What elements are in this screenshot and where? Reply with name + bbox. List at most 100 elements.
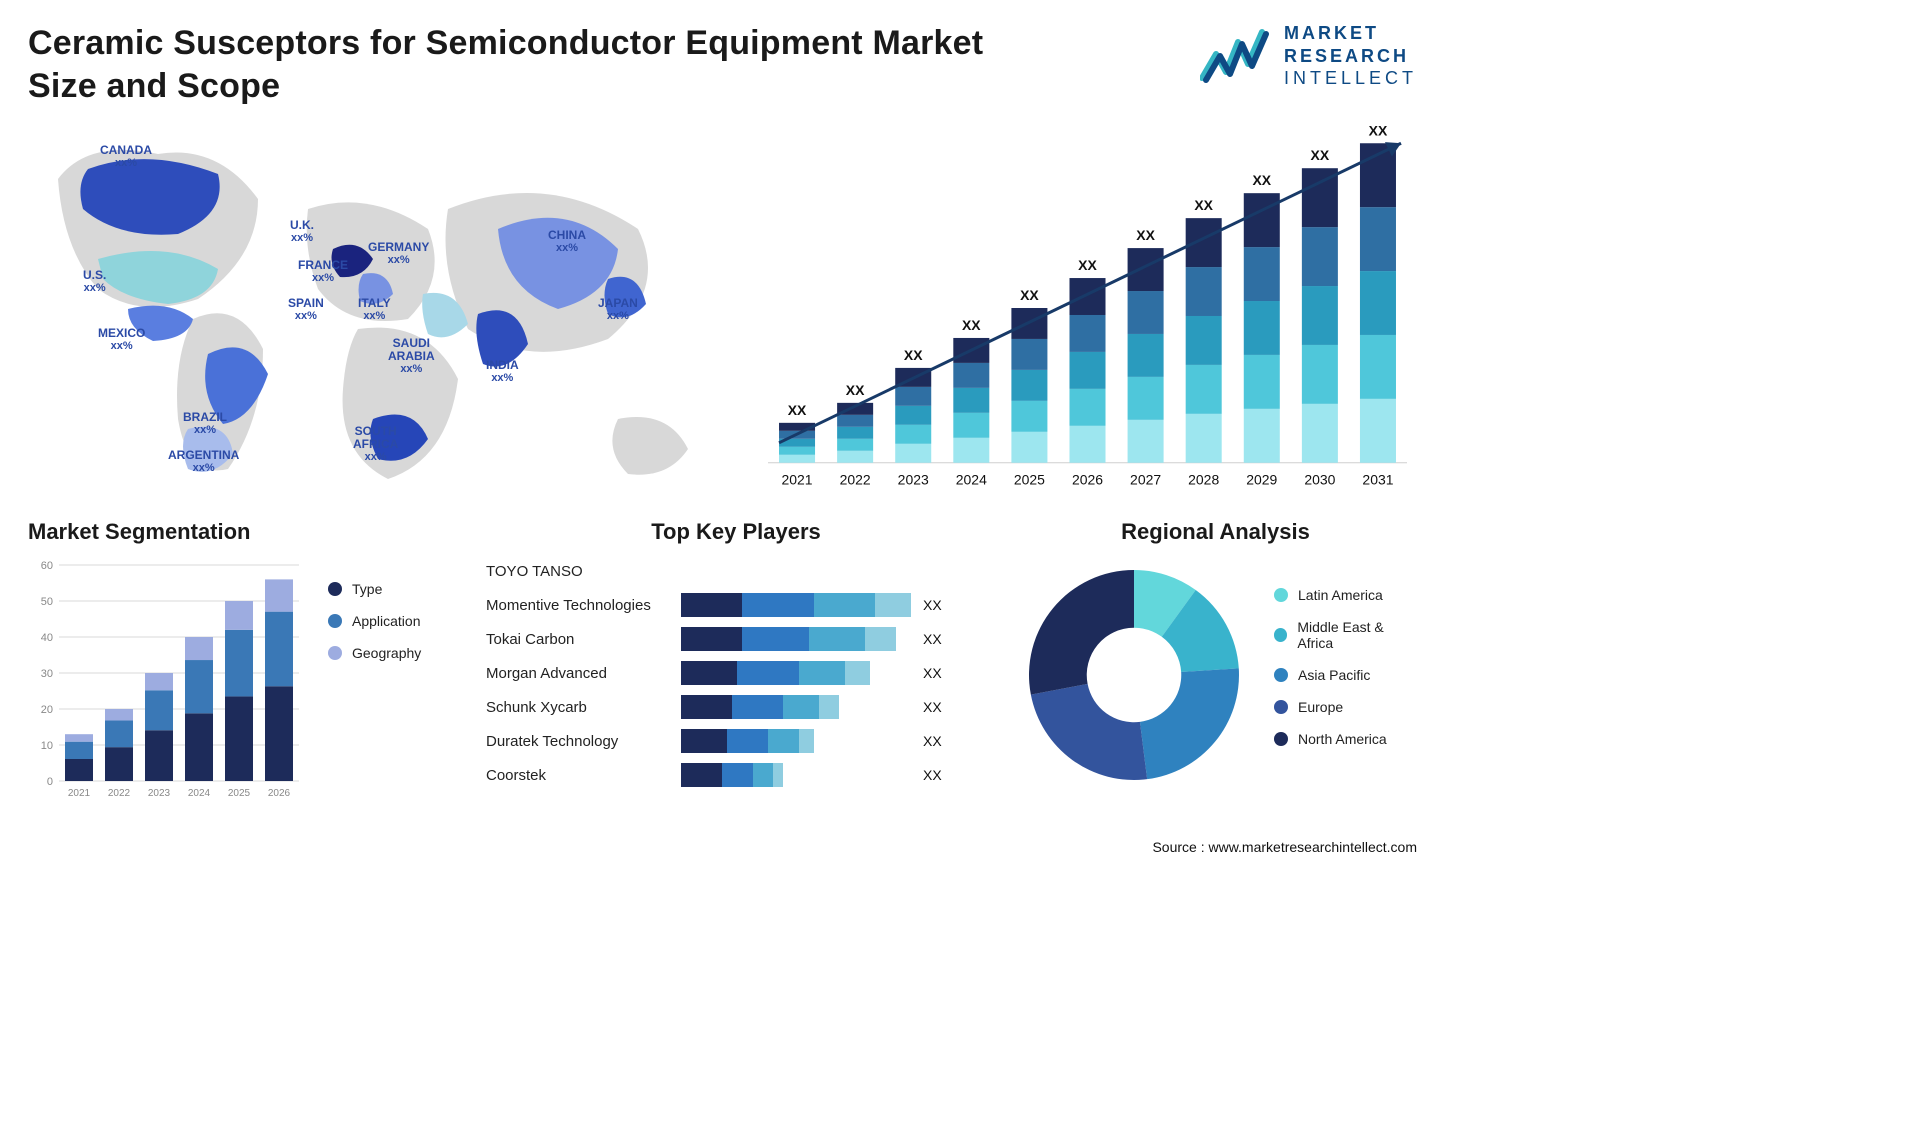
svg-text:2025: 2025 — [1014, 472, 1045, 488]
legend-item: North America — [1274, 731, 1417, 747]
map-label: CHINAxx% — [548, 229, 586, 254]
source-line: Source : www.marketresearchintellect.com — [1152, 839, 1417, 855]
svg-text:2028: 2028 — [1188, 472, 1219, 488]
svg-text:2026: 2026 — [268, 788, 291, 799]
player-row: Schunk Xycarb XX — [486, 691, 986, 723]
player-row: Duratek TechnologyXX — [486, 725, 986, 757]
map-label: FRANCExx% — [298, 259, 348, 284]
legend-label: Europe — [1298, 699, 1343, 715]
player-row: Momentive TechnologiesXX — [486, 589, 986, 621]
regional-title: Regional Analysis — [1014, 519, 1417, 545]
legend-item: Europe — [1274, 699, 1417, 715]
legend-label: Latin America — [1298, 587, 1383, 603]
svg-text:XX: XX — [1020, 287, 1039, 303]
map-label: SOUTHAFRICAxx% — [353, 425, 398, 463]
segmentation-legend: Type Application Geography — [328, 555, 458, 677]
svg-text:2021: 2021 — [68, 788, 91, 799]
player-name: Coorstek — [486, 767, 681, 784]
svg-text:2026: 2026 — [1072, 472, 1103, 488]
forecast-chart-svg: XX2021XX2022XX2023XX2024XX2025XX2026XX20… — [758, 119, 1417, 499]
svg-text:2024: 2024 — [956, 472, 987, 488]
legend-swatch — [1274, 700, 1288, 714]
legend-label: Application — [352, 613, 421, 629]
bottom-row: Market Segmentation 01020304050602021202… — [28, 519, 1417, 805]
world-map: CANADAxx%U.S.xx%MEXICOxx%BRAZILxx%ARGENT… — [28, 119, 728, 499]
svg-text:2029: 2029 — [1246, 472, 1277, 488]
player-name: Momentive Technologies — [486, 597, 681, 614]
player-name: Tokai Carbon — [486, 631, 681, 648]
player-name: TOYO TANSO — [486, 563, 681, 580]
svg-text:XX: XX — [1311, 147, 1330, 163]
legend-item: Middle East & Africa — [1274, 619, 1417, 651]
svg-text:2027: 2027 — [1130, 472, 1161, 488]
brand-text-l2: RESEARCH — [1284, 45, 1417, 68]
map-label: SPAINxx% — [288, 297, 324, 322]
map-label: SAUDIARABIAxx% — [388, 337, 435, 375]
legend-label: Type — [352, 581, 382, 597]
svg-text:50: 50 — [41, 596, 53, 608]
players-list: TOYO TANSOMomentive TechnologiesXXTokai … — [486, 555, 986, 791]
legend-label: Middle East & Africa — [1297, 619, 1417, 651]
legend-label: Asia Pacific — [1298, 667, 1370, 683]
segmentation-chart: 0102030405060202120222023202420252026 — [28, 555, 308, 805]
players-title: Top Key Players — [486, 519, 986, 545]
svg-text:60: 60 — [41, 560, 53, 572]
donut-chart-svg — [1014, 555, 1254, 795]
svg-text:20: 20 — [41, 704, 53, 716]
brand-text-l3: INTELLECT — [1284, 67, 1417, 90]
legend-item: Asia Pacific — [1274, 667, 1417, 683]
legend-label: North America — [1298, 731, 1387, 747]
legend-swatch — [328, 646, 342, 660]
legend-item: Latin America — [1274, 587, 1417, 603]
map-label: BRAZILxx% — [183, 411, 227, 436]
legend-swatch — [328, 582, 342, 596]
player-row: TOYO TANSO — [486, 555, 986, 587]
svg-text:10: 10 — [41, 740, 53, 752]
svg-text:30: 30 — [41, 668, 53, 680]
map-label: ARGENTINAxx% — [168, 449, 239, 474]
legend-item: Type — [328, 581, 458, 597]
svg-text:0: 0 — [47, 776, 53, 788]
legend-swatch — [1274, 732, 1288, 746]
player-bar — [681, 729, 911, 753]
svg-text:2023: 2023 — [898, 472, 929, 488]
svg-text:XX: XX — [904, 347, 923, 363]
svg-text:2031: 2031 — [1362, 472, 1393, 488]
svg-text:2024: 2024 — [188, 788, 211, 799]
svg-text:XX: XX — [1136, 227, 1155, 243]
svg-text:XX: XX — [1194, 197, 1213, 213]
legend-item: Application — [328, 613, 458, 629]
svg-text:2025: 2025 — [228, 788, 251, 799]
top-row: CANADAxx%U.S.xx%MEXICOxx%BRAZILxx%ARGENT… — [28, 119, 1417, 499]
donut-legend: Latin America Middle East & Africa Asia Pa… — [1274, 587, 1417, 763]
player-row: Morgan AdvancedXX — [486, 657, 986, 689]
segmentation-title: Market Segmentation — [28, 519, 458, 545]
legend-swatch — [1274, 628, 1287, 642]
player-value: XX — [923, 767, 942, 783]
player-value: XX — [923, 665, 942, 681]
header: Ceramic Susceptors for Semiconductor Equ… — [28, 22, 1417, 107]
map-label: ITALYxx% — [358, 297, 391, 322]
player-row: Tokai CarbonXX — [486, 623, 986, 655]
legend-label: Geography — [352, 645, 421, 661]
svg-text:2030: 2030 — [1304, 472, 1335, 488]
svg-text:2023: 2023 — [148, 788, 171, 799]
map-label: U.K.xx% — [290, 219, 314, 244]
page-title: Ceramic Susceptors for Semiconductor Equ… — [28, 22, 1048, 107]
svg-text:2022: 2022 — [840, 472, 871, 488]
regional-panel: Regional Analysis Latin America Middle Ea… — [1014, 519, 1417, 795]
player-bar — [681, 661, 911, 685]
segmentation-panel: Market Segmentation 01020304050602021202… — [28, 519, 458, 805]
brand-logo: MARKET RESEARCH INTELLECT — [1200, 22, 1417, 90]
legend-swatch — [1274, 668, 1288, 682]
map-label: U.S.xx% — [83, 269, 106, 294]
player-value: XX — [923, 733, 942, 749]
player-name: Schunk Xycarb — [486, 699, 681, 716]
player-value: XX — [923, 699, 942, 715]
map-label: JAPANxx% — [598, 297, 638, 322]
svg-text:XX: XX — [962, 317, 981, 333]
svg-text:XX: XX — [788, 402, 807, 418]
map-label: MEXICOxx% — [98, 327, 145, 352]
svg-text:XX: XX — [846, 382, 865, 398]
player-bar — [681, 593, 911, 617]
